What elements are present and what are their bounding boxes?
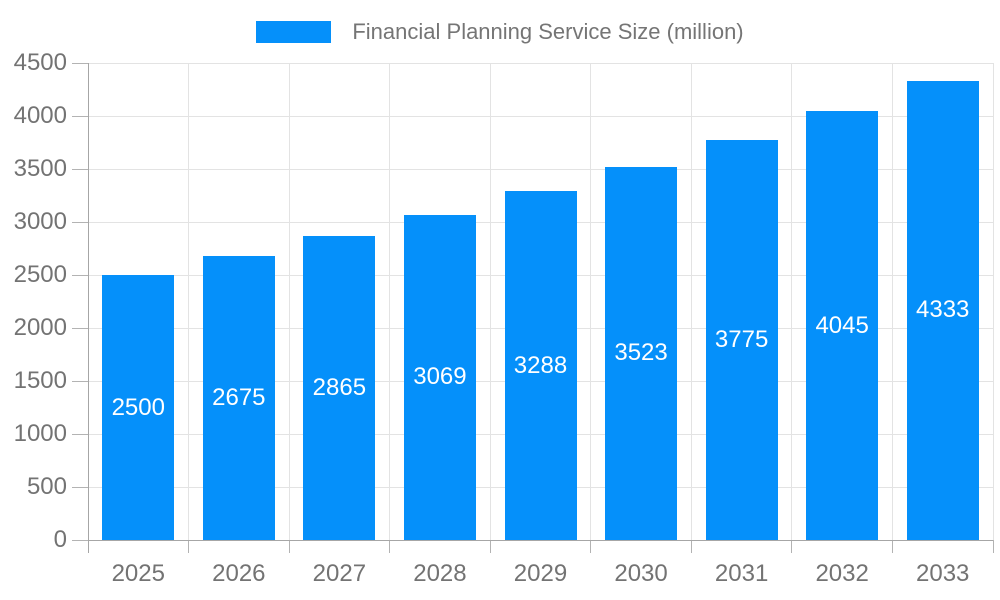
- y-axis-line: [87, 63, 89, 553]
- bar: [202, 256, 275, 540]
- gridline-v: [489, 63, 491, 540]
- bar: [906, 80, 979, 540]
- legend: Financial Planning Service Size (million…: [0, 19, 1000, 45]
- legend-item[interactable]: Financial Planning Service Size (million…: [256, 19, 744, 45]
- bar: [605, 166, 678, 540]
- y-axis-tick: [72, 62, 88, 64]
- y-axis-tick: [72, 486, 88, 488]
- gridline-v: [992, 63, 994, 540]
- x-axis-label: 2026: [212, 560, 266, 587]
- y-axis-label: 2500: [13, 261, 67, 288]
- y-axis-label: 1500: [13, 367, 67, 394]
- gridline-v: [188, 63, 190, 540]
- x-axis-tick: [891, 540, 893, 553]
- y-axis-tick: [72, 327, 88, 329]
- gridline-v: [690, 63, 692, 540]
- bar: [303, 236, 376, 540]
- bar: [705, 139, 778, 540]
- bar: [403, 214, 476, 540]
- gridline-h: [88, 62, 993, 64]
- bar-value-label: 3069: [413, 363, 467, 391]
- y-axis-label: 3500: [13, 155, 67, 182]
- x-axis-tick: [791, 540, 793, 553]
- y-axis-label: 3000: [13, 208, 67, 235]
- x-axis-tick: [188, 540, 190, 553]
- y-axis-label: 4500: [13, 49, 67, 76]
- bar: [102, 275, 175, 540]
- x-axis-tick: [992, 540, 994, 553]
- x-axis-tick: [288, 540, 290, 553]
- bar-value-label: 2500: [111, 393, 165, 421]
- y-axis-tick: [72, 380, 88, 382]
- x-axis-label: 2032: [815, 560, 869, 587]
- y-axis-tick: [72, 539, 88, 541]
- gridline-h: [88, 115, 993, 117]
- x-axis-label: 2029: [513, 560, 568, 587]
- bar-value-label: 3288: [513, 351, 568, 379]
- y-axis-label: 4000: [13, 102, 67, 129]
- gridline-v: [590, 63, 592, 540]
- bar-value-label: 3523: [614, 339, 668, 367]
- y-axis-tick: [72, 168, 88, 170]
- x-axis-label: 2028: [413, 560, 467, 587]
- gridline-h: [88, 168, 993, 170]
- bar-value-label: 4045: [815, 311, 869, 339]
- gridline-v: [791, 63, 793, 540]
- gridline-v: [389, 63, 391, 540]
- y-axis-label: 0: [53, 526, 67, 553]
- x-axis-tick: [590, 540, 592, 553]
- gridline-v: [288, 63, 290, 540]
- x-axis-line: [88, 539, 993, 541]
- x-axis-label: 2030: [614, 560, 668, 587]
- x-axis-label: 2025: [111, 560, 165, 587]
- gridline-v: [891, 63, 893, 540]
- legend-label: Financial Planning Service Size (million…: [352, 19, 744, 44]
- y-axis-label: 2000: [13, 314, 67, 341]
- x-axis-tick: [690, 540, 692, 553]
- bar: [806, 111, 879, 540]
- legend-swatch-icon: [256, 21, 332, 43]
- y-axis-tick: [72, 274, 88, 276]
- x-axis-label: 2027: [312, 560, 367, 587]
- bar: [504, 191, 577, 540]
- bar-value-label: 2865: [312, 374, 367, 402]
- y-axis-tick: [72, 115, 88, 117]
- x-axis-tick: [489, 540, 491, 553]
- y-axis-label: 1000: [13, 420, 67, 447]
- x-axis-label: 2031: [714, 560, 769, 587]
- bar-value-label: 4333: [916, 296, 970, 324]
- bar-value-label: 2675: [212, 384, 266, 412]
- y-axis-tick: [72, 221, 88, 223]
- x-axis-tick: [389, 540, 391, 553]
- bar-value-label: 3775: [714, 325, 769, 353]
- y-axis-label: 500: [26, 473, 67, 500]
- y-axis-tick: [72, 433, 88, 435]
- x-axis-label: 2033: [916, 560, 970, 587]
